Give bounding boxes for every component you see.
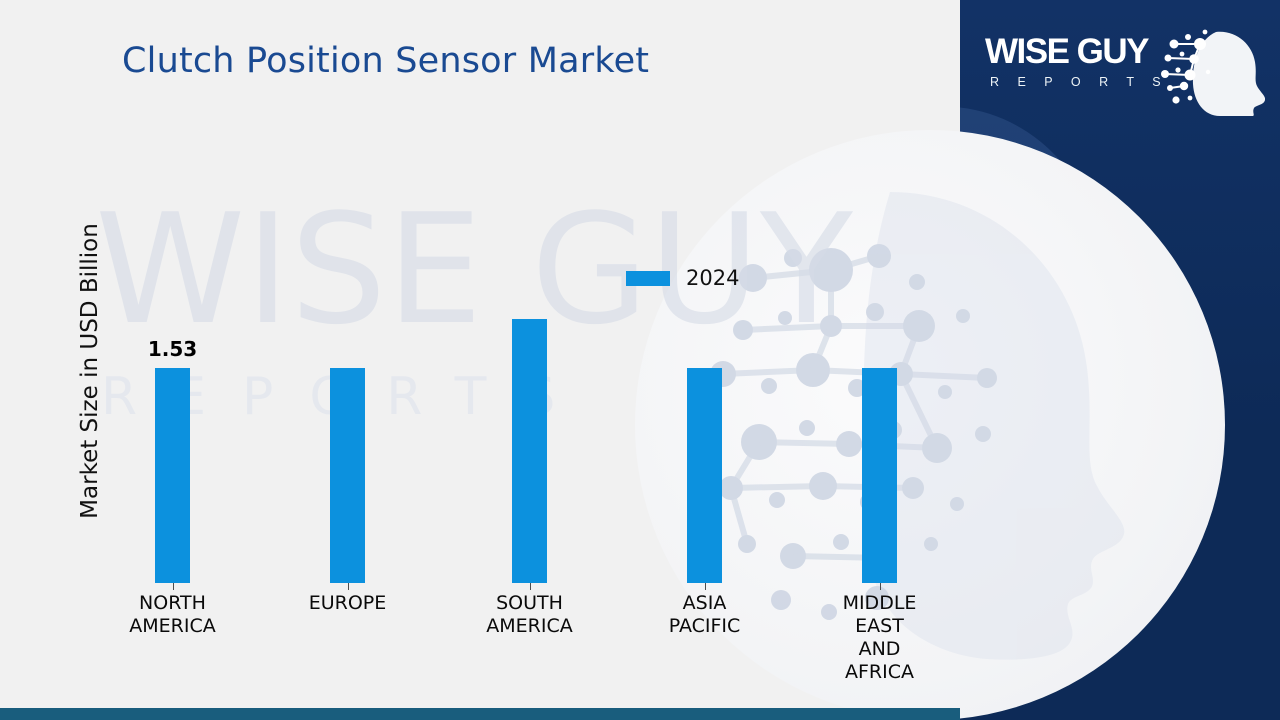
x-axis-label-line: SOUTH	[496, 592, 563, 614]
x-axis-label-line: EUROPE	[308, 592, 387, 614]
x-axis-label-line: PACIFIC	[668, 615, 741, 637]
legend-swatch-2024	[626, 270, 670, 286]
bar-north-america[interactable]	[155, 368, 190, 583]
logo-head-dots-icon	[1161, 29, 1265, 116]
bottom-accent-bar	[0, 708, 960, 720]
x-axis-tick	[172, 583, 174, 590]
x-axis-tick	[529, 583, 531, 590]
legend-label-2024: 2024	[686, 266, 740, 290]
x-axis-label-asia-pacific: ASIA PACIFIC	[615, 592, 795, 638]
x-axis-label-europe: EUROPE	[258, 592, 438, 615]
x-axis-label-line: NORTH	[139, 592, 206, 614]
logo[interactable]: WISE GUY R E P O R T S	[985, 29, 1265, 116]
y-axis-label: Market Size in USD Billion	[77, 223, 103, 519]
x-axis-label-line: ASIA	[682, 592, 727, 614]
x-axis-tick	[704, 583, 706, 590]
logo-wordmark: WISE GUY	[985, 32, 1150, 71]
page-title: Clutch Position Sensor Market	[122, 41, 650, 81]
x-axis-label-south-america: SOUTH AMERICA	[440, 592, 620, 638]
bar-asia-pacific[interactable]	[687, 368, 722, 583]
bar-middle-east-and-africa[interactable]	[862, 368, 897, 583]
bubble-head-graphic-icon	[704, 192, 1125, 660]
x-axis-tick	[879, 583, 881, 590]
x-axis-label-line: AND	[858, 638, 901, 660]
bar-chart: Market Size in USD Billion NORTH AMERICA 1…	[77, 223, 916, 683]
legend: 2024	[626, 266, 739, 290]
x-axis-label-line: AMERICA	[129, 615, 216, 637]
logo-subtitle: R E P O R T S	[990, 75, 1169, 89]
x-axis-label-line: MIDDLE	[842, 592, 917, 614]
decorative-circle	[635, 130, 1225, 720]
bar-south-america[interactable]	[512, 319, 547, 583]
x-axis-label-line: AFRICA	[845, 661, 914, 683]
bar-europe[interactable]	[330, 368, 365, 583]
x-axis-label-middle-east-and-africa: MIDDLE EAST AND AFRICA	[790, 592, 970, 684]
bar-value-label-north-america: 1.53	[147, 337, 198, 361]
x-axis-label-north-america: NORTH AMERICA	[83, 592, 263, 638]
x-axis-label-line: AMERICA	[486, 615, 573, 637]
x-axis-label-line: EAST	[855, 615, 904, 637]
x-axis-tick	[347, 583, 349, 590]
